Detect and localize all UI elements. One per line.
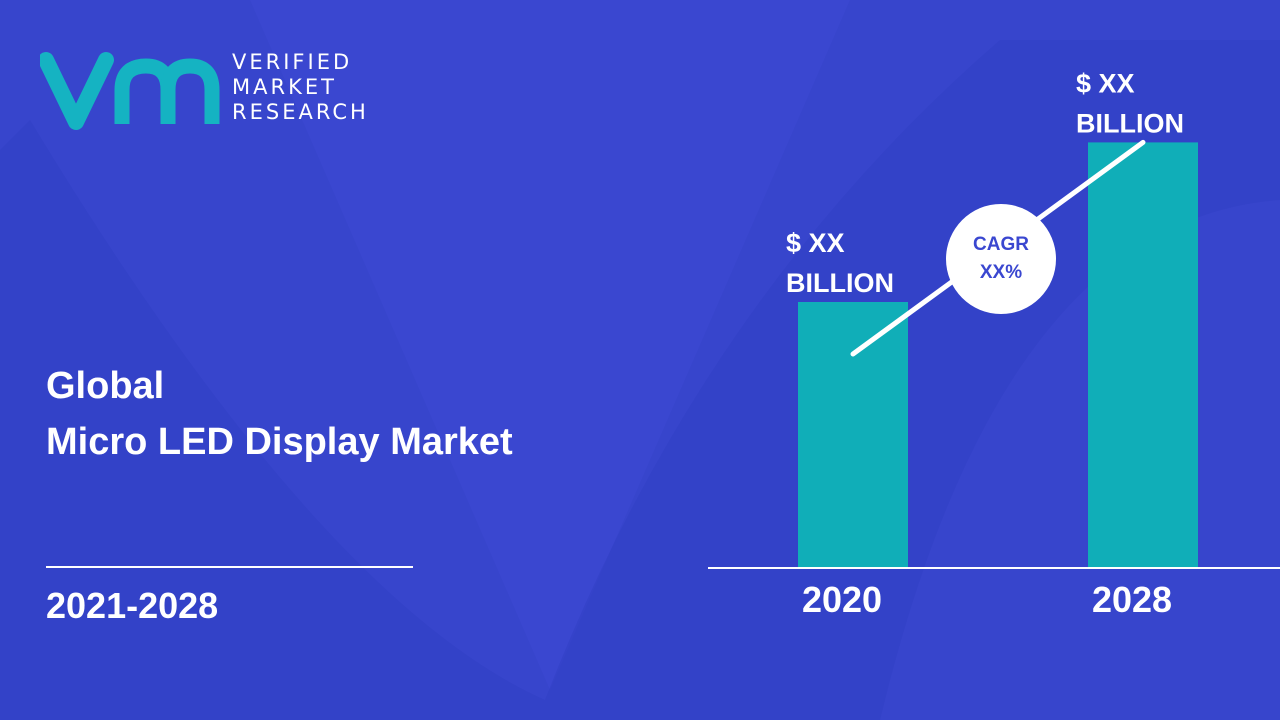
page-title: Global Micro LED Display Market [46, 358, 513, 470]
data-label-2020-1: $ XX [786, 228, 845, 258]
cagr-label: CAGR [973, 234, 1029, 255]
data-label-2028-1: $ XX [1076, 68, 1135, 98]
cagr-value: XX% [979, 262, 1023, 283]
forecast-period: 2021-2028 [46, 585, 219, 626]
data-label-2020-2: BILLION [786, 268, 894, 298]
bar-2028 [1088, 142, 1198, 568]
tick-label-2028: 2028 [1092, 579, 1172, 620]
data-label-2028-2: BILLION [1076, 108, 1184, 138]
brand-line-2: MARKET [232, 75, 337, 99]
title-line-2: Micro LED Display Market [46, 421, 513, 463]
brand-logo: VERIFIED MARKET RESEARCH [40, 46, 400, 136]
bar-2020 [798, 302, 908, 568]
title-divider [46, 566, 413, 568]
cagr-badge: CAGR XX% [946, 204, 1056, 314]
brand-name: VERIFIED MARKET RESEARCH [232, 50, 369, 125]
tick-label-2020: 2020 [802, 579, 882, 620]
brand-line-1: VERIFIED [232, 50, 353, 74]
brand-line-3: RESEARCH [232, 100, 369, 124]
title-line-1: Global [46, 365, 165, 407]
vmr-logo-icon [40, 52, 220, 130]
